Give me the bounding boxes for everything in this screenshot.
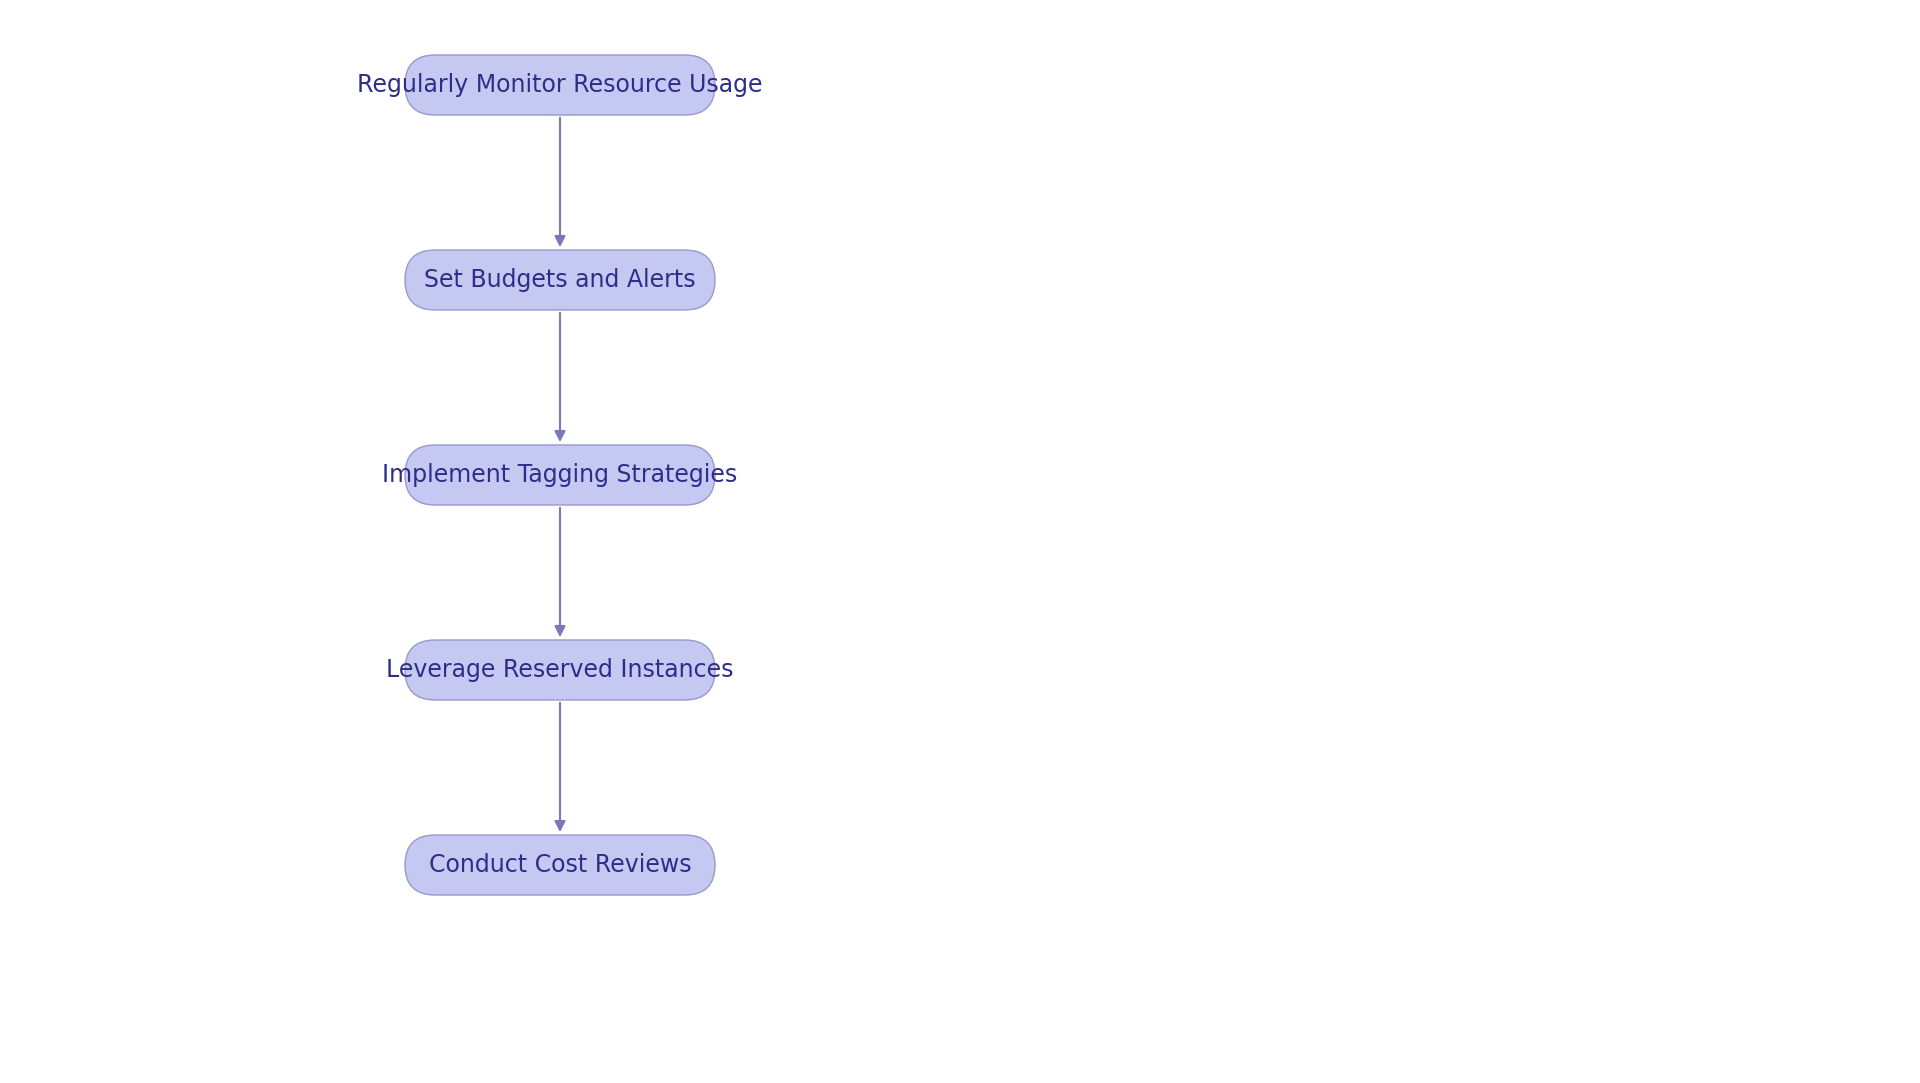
FancyBboxPatch shape bbox=[405, 445, 714, 505]
Text: Implement Tagging Strategies: Implement Tagging Strategies bbox=[382, 464, 737, 487]
FancyBboxPatch shape bbox=[405, 640, 714, 700]
Text: Conduct Cost Reviews: Conduct Cost Reviews bbox=[428, 853, 691, 877]
Text: Leverage Reserved Instances: Leverage Reserved Instances bbox=[386, 658, 733, 682]
FancyBboxPatch shape bbox=[405, 250, 714, 310]
Text: Set Budgets and Alerts: Set Budgets and Alerts bbox=[424, 268, 695, 292]
FancyBboxPatch shape bbox=[405, 55, 714, 115]
FancyBboxPatch shape bbox=[405, 835, 714, 895]
Text: Regularly Monitor Resource Usage: Regularly Monitor Resource Usage bbox=[357, 73, 762, 97]
